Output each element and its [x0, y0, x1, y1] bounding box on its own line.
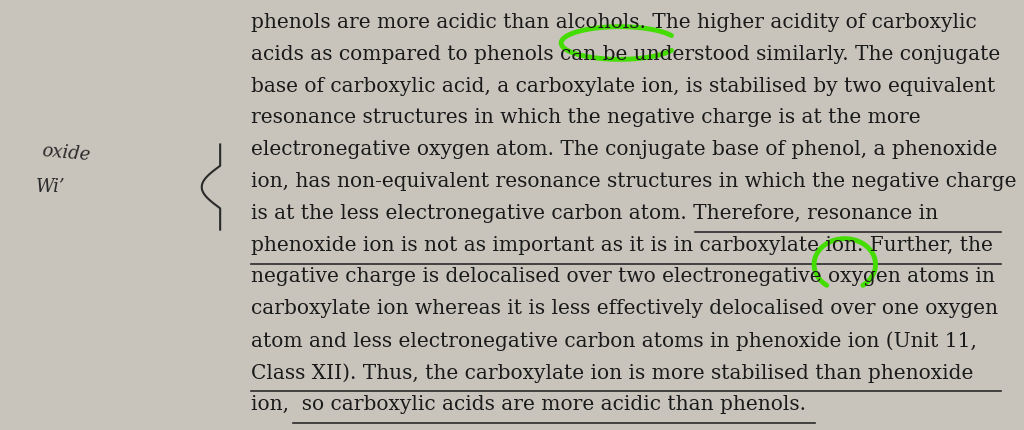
Text: atom and less electronegative carbon atoms in phenoxide ion (Unit 11,: atom and less electronegative carbon ato… — [251, 331, 977, 351]
Text: phenoxide ion is not as important as it is in carboxylate ion. Further, the: phenoxide ion is not as important as it … — [251, 236, 992, 255]
Text: ion,  so carboxylic acids are more acidic than phenols.: ion, so carboxylic acids are more acidic… — [251, 395, 806, 414]
Text: Wi’: Wi’ — [36, 178, 66, 196]
Text: oxide: oxide — [41, 141, 91, 164]
Text: acids as compared to phenols can be understood similarly. The conjugate: acids as compared to phenols can be unde… — [251, 45, 1000, 64]
Text: resonance structures in which the negative charge is at the more: resonance structures in which the negati… — [251, 108, 921, 127]
Text: carboxylate ion whereas it is less effectively delocalised over one oxygen: carboxylate ion whereas it is less effec… — [251, 299, 997, 318]
Text: is at the less electronegative carbon atom. Therefore, resonance in: is at the less electronegative carbon at… — [251, 204, 938, 223]
Text: electronegative oxygen atom. The conjugate base of phenol, a phenoxide: electronegative oxygen atom. The conjuga… — [251, 140, 997, 159]
Text: Class XII). Thus, the carboxylate ion is more stabilised than phenoxide: Class XII). Thus, the carboxylate ion is… — [251, 363, 973, 383]
Text: ion, has non-equivalent resonance structures in which the negative charge: ion, has non-equivalent resonance struct… — [251, 172, 1017, 191]
Text: negative charge is delocalised over two electronegative oxygen atoms in: negative charge is delocalised over two … — [251, 267, 994, 286]
Text: base of carboxylic acid, a carboxylate ion, is stabilised by two equivalent: base of carboxylic acid, a carboxylate i… — [251, 77, 995, 95]
Text: phenols are more acidic than alcohols. The higher acidity of carboxyliс: phenols are more acidic than alcohols. T… — [251, 13, 977, 32]
